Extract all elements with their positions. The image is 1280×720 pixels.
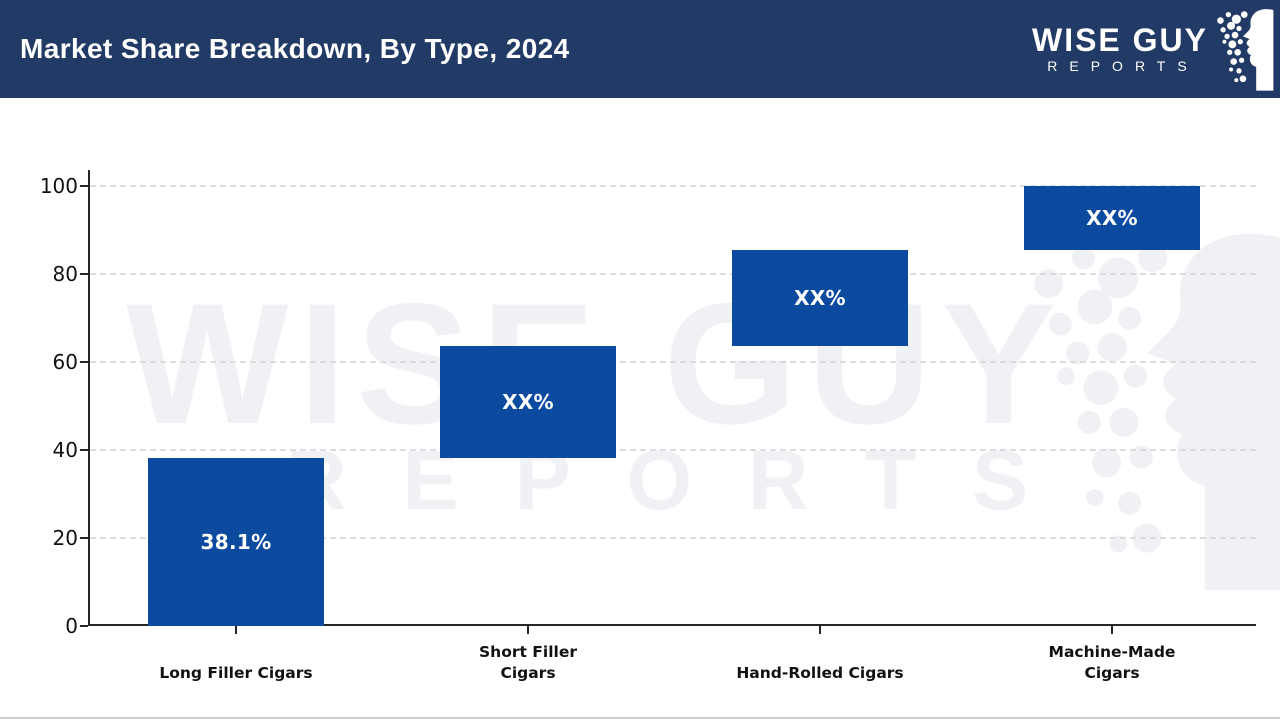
y-axis-tick-label: 100 xyxy=(39,174,78,198)
gridline-40 xyxy=(90,449,1256,451)
face-profile-icon xyxy=(1217,9,1274,91)
x-axis-category-label: Machine-Made Cigars xyxy=(1048,643,1176,682)
bar-value-label: XX% xyxy=(1086,206,1138,231)
bar-value-label: XX% xyxy=(502,390,554,415)
page-title: Market Share Breakdown, By Type, 2024 xyxy=(20,33,570,64)
y-axis-tick-mark xyxy=(80,625,88,627)
x-axis-tick-mark xyxy=(527,626,529,634)
bar-4: XX% xyxy=(1024,186,1200,251)
y-axis-tick-mark xyxy=(80,449,88,451)
gridline-80 xyxy=(90,273,1256,275)
bottom-divider xyxy=(0,717,1280,719)
gridline-60 xyxy=(90,361,1256,363)
y-axis-tick-label: 40 xyxy=(52,438,78,462)
logo-wordmark: WISE GUY REPORTS xyxy=(1032,24,1208,74)
bar-1: 38.1% xyxy=(148,458,324,626)
y-axis-tick-mark xyxy=(80,185,88,187)
x-axis-tick-mark xyxy=(235,626,237,634)
x-axis-category-label: Short Filler Cigars xyxy=(479,643,577,682)
logo-wordmark-sub: REPORTS xyxy=(1047,57,1199,74)
bar-value-label: XX% xyxy=(794,286,846,311)
y-axis-tick-label: 20 xyxy=(52,526,78,550)
plot-area: WISE GUY REPORTS 0 20 40 60 80 100 38.1% Long F… xyxy=(40,170,1280,682)
y-axis-tick-mark xyxy=(80,537,88,539)
x-axis-category-label: Long Filler Cigars xyxy=(159,664,313,682)
x-axis-tick-mark xyxy=(1111,626,1113,634)
x-axis-category-label: Hand-Rolled Cigars xyxy=(736,664,904,682)
y-axis-tick-mark xyxy=(80,273,88,275)
bar-value-label: 38.1% xyxy=(200,530,272,555)
bar-3: XX% xyxy=(732,250,908,347)
gridline-20 xyxy=(90,537,1256,539)
y-axis-tick-mark xyxy=(80,361,88,363)
y-axis-tick-label: 0 xyxy=(65,614,78,638)
gridline-100 xyxy=(90,185,1256,187)
logo-wordmark-main: WISE GUY xyxy=(1031,22,1208,59)
x-axis-tick-mark xyxy=(819,626,821,634)
bar-2: XX% xyxy=(440,346,616,459)
y-axis-tick-label: 80 xyxy=(52,262,78,286)
y-axis-tick-label: 60 xyxy=(52,350,78,374)
wise-guy-logo: WISE GUY REPORTS xyxy=(1032,6,1274,92)
watermark-face-icon xyxy=(1034,233,1280,591)
header-banner: Market Share Breakdown, By Type, 2024 WI… xyxy=(0,0,1280,98)
